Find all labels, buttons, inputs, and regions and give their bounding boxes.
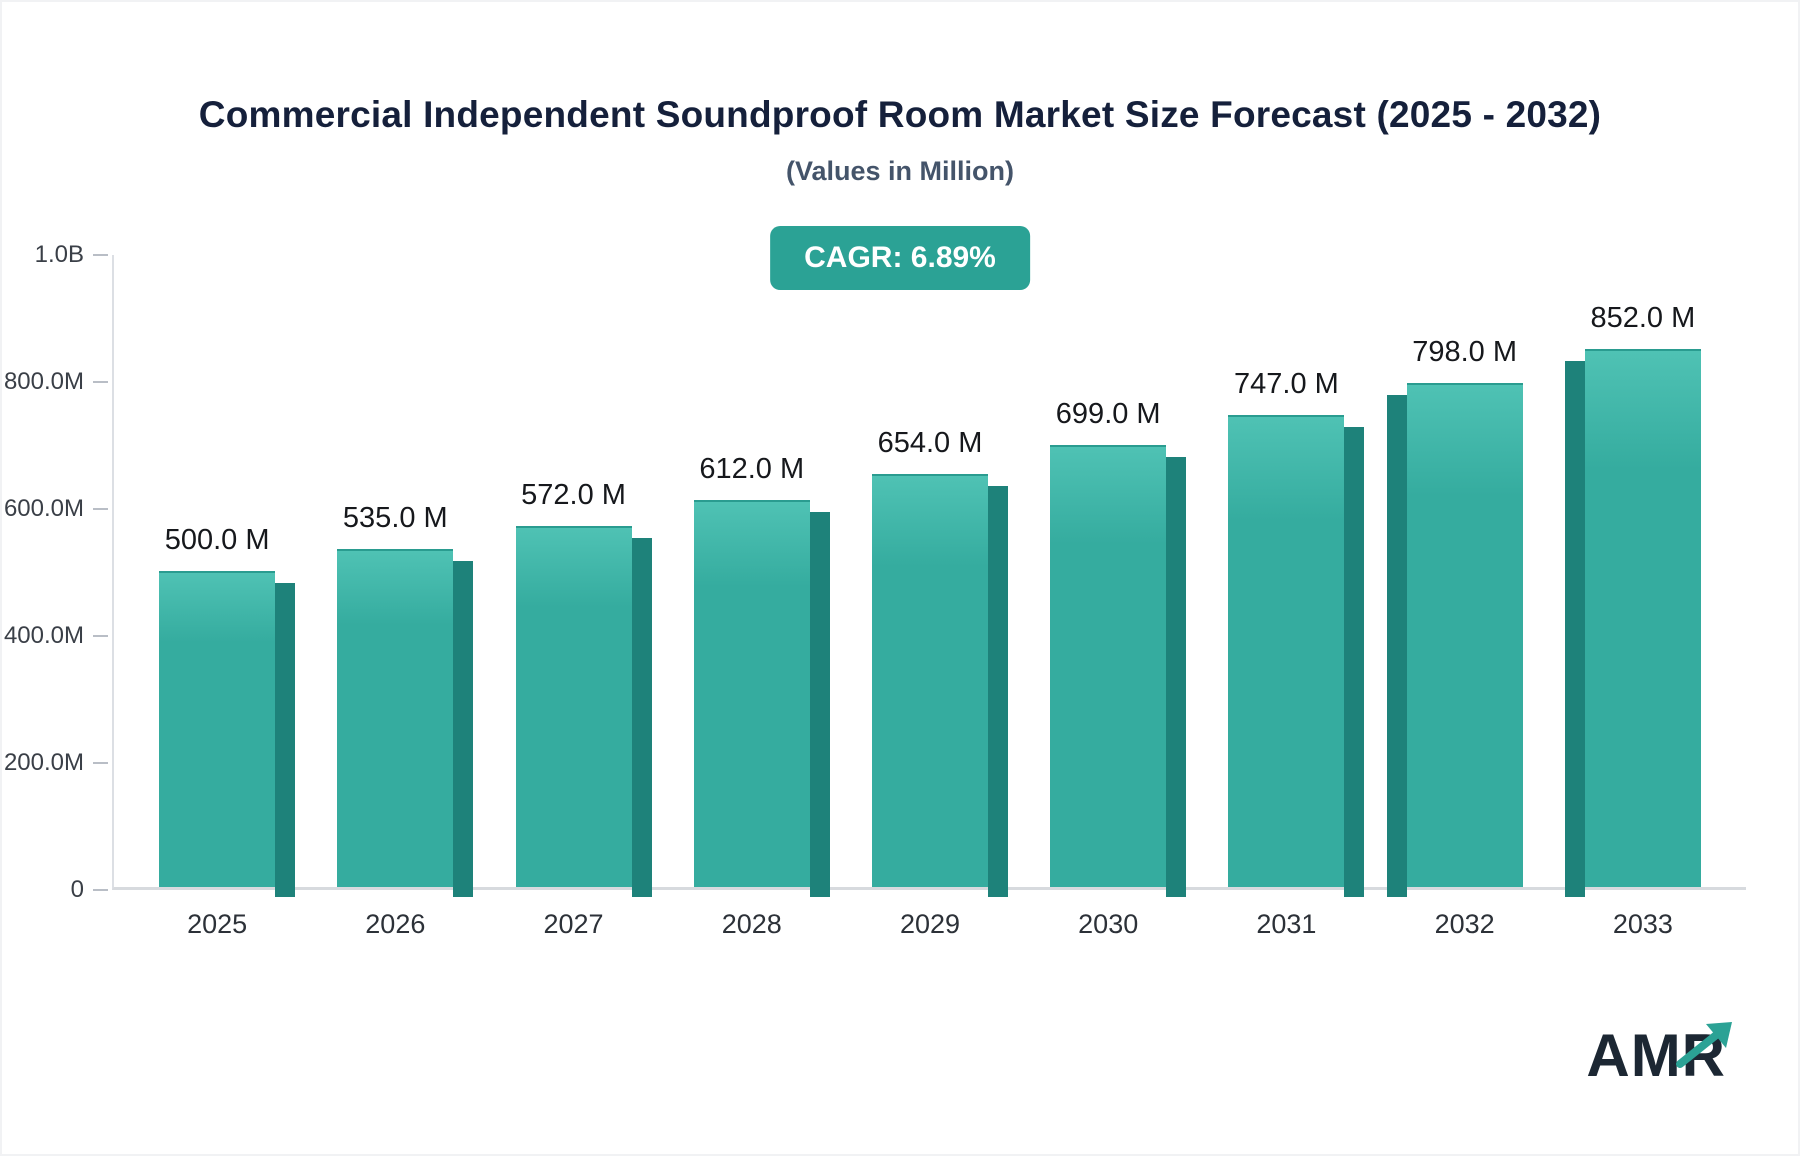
- bar-3d-side: [987, 485, 1008, 897]
- y-tick-label: 0: [70, 876, 84, 903]
- x-axis-label: 2033: [1612, 909, 1673, 939]
- bar-value-label: 612.0 M: [699, 453, 805, 486]
- bar-value-label: 699.0 M: [1055, 398, 1161, 431]
- y-tick-label: 200.0M: [3, 749, 84, 776]
- x-axis-label: 2029: [899, 909, 961, 939]
- bar-value-label: 500.0 M: [164, 524, 270, 556]
- bar-3d-side: [275, 583, 296, 897]
- bar-2029: 654.0 M: [871, 427, 1008, 897]
- bar-group-2027: 572.0 M 2027: [484, 255, 662, 939]
- bar-3d-side: [1344, 426, 1365, 897]
- bar-2032: 798.0 M: [1386, 336, 1523, 897]
- bar-2031: 747.0 M: [1228, 368, 1365, 897]
- y-axis: 0 200.0M 400.0M 600.0M 800.0M 1.0B: [2, 241, 112, 903]
- bar-value-label: 535.0 M: [342, 501, 448, 534]
- bar-3d-side: [1166, 457, 1187, 897]
- bar-group-2025: 500.0 M 2025: [128, 255, 306, 939]
- bar-value-label: 654.0 M: [877, 426, 983, 459]
- page-title: Commercial Independent Soundproof Room M…: [198, 94, 1602, 135]
- x-axis-label: 2026: [365, 909, 426, 939]
- x-axis-label: 2027: [543, 909, 604, 939]
- bar-2025: 500.0 M: [159, 524, 296, 897]
- y-tick-label: 1.0B: [34, 241, 84, 268]
- trend-up-arrow-icon: [1676, 1022, 1732, 1068]
- y-tick-mark: [93, 889, 108, 891]
- bar-group-2028: 612.0 M 2028: [663, 255, 841, 939]
- amr-logo: AMR: [1586, 1022, 1732, 1089]
- cagr-badge: CAGR: 6.89%: [770, 226, 1030, 290]
- bar-3d-side: [631, 537, 652, 897]
- y-tick-label: 800.0M: [3, 368, 84, 395]
- bar-group-2032: 798.0 M 2032: [1376, 255, 1554, 939]
- bar-group-2031: 747.0 M 2031: [1197, 255, 1375, 939]
- bar-value-label: 798.0 M: [1412, 335, 1518, 368]
- bar-group-2033: 852.0 M 2033: [1554, 255, 1732, 939]
- y-tick-mark: [93, 254, 108, 256]
- bar-3d-side: [1564, 360, 1585, 897]
- bar-2030: 699.0 M: [1050, 398, 1187, 897]
- x-axis-label: 2030: [1078, 909, 1139, 939]
- bar-group-2026: 535.0 M 2026: [306, 255, 484, 939]
- x-axis-label: 2028: [721, 909, 782, 939]
- plot-area: 500.0 M 2025 535.0 M 2026 572.0 M 2027 612.0 M…: [112, 255, 1746, 939]
- bar-3d-side: [453, 560, 474, 897]
- amr-logo-text: AMR: [1586, 1022, 1726, 1089]
- bar-2028: 612.0 M: [693, 453, 830, 897]
- page-subtitle: (Values in Million): [785, 156, 1015, 186]
- x-axis-label: 2032: [1434, 909, 1495, 939]
- bar-2033: 852.0 M: [1564, 302, 1701, 897]
- bar-3d-side: [1386, 394, 1407, 897]
- bar-value-label: 852.0 M: [1590, 301, 1696, 334]
- y-tick-mark: [93, 381, 108, 383]
- bar-group-2029: 654.0 M 2029: [841, 255, 1019, 939]
- bar-2026: 535.0 M: [337, 502, 474, 897]
- bar-value-label: 747.0 M: [1234, 367, 1339, 400]
- y-tick-label: 400.0M: [3, 622, 84, 649]
- x-axis-label: 2031: [1256, 909, 1317, 939]
- y-tick-label: 600.0M: [3, 495, 84, 522]
- y-tick-mark: [93, 762, 108, 764]
- y-tick-mark: [93, 635, 108, 637]
- bars-container: 500.0 M 2025 535.0 M 2026 572.0 M 2027 612.0 M…: [114, 255, 1746, 939]
- bar-3d-side: [809, 512, 830, 897]
- x-axis-label: 2025: [187, 909, 248, 939]
- y-tick-mark: [93, 508, 108, 510]
- bar-group-2030: 699.0 M 2030: [1019, 255, 1197, 939]
- bar-value-label: 572.0 M: [521, 478, 626, 511]
- bar-2027: 572.0 M: [515, 479, 652, 897]
